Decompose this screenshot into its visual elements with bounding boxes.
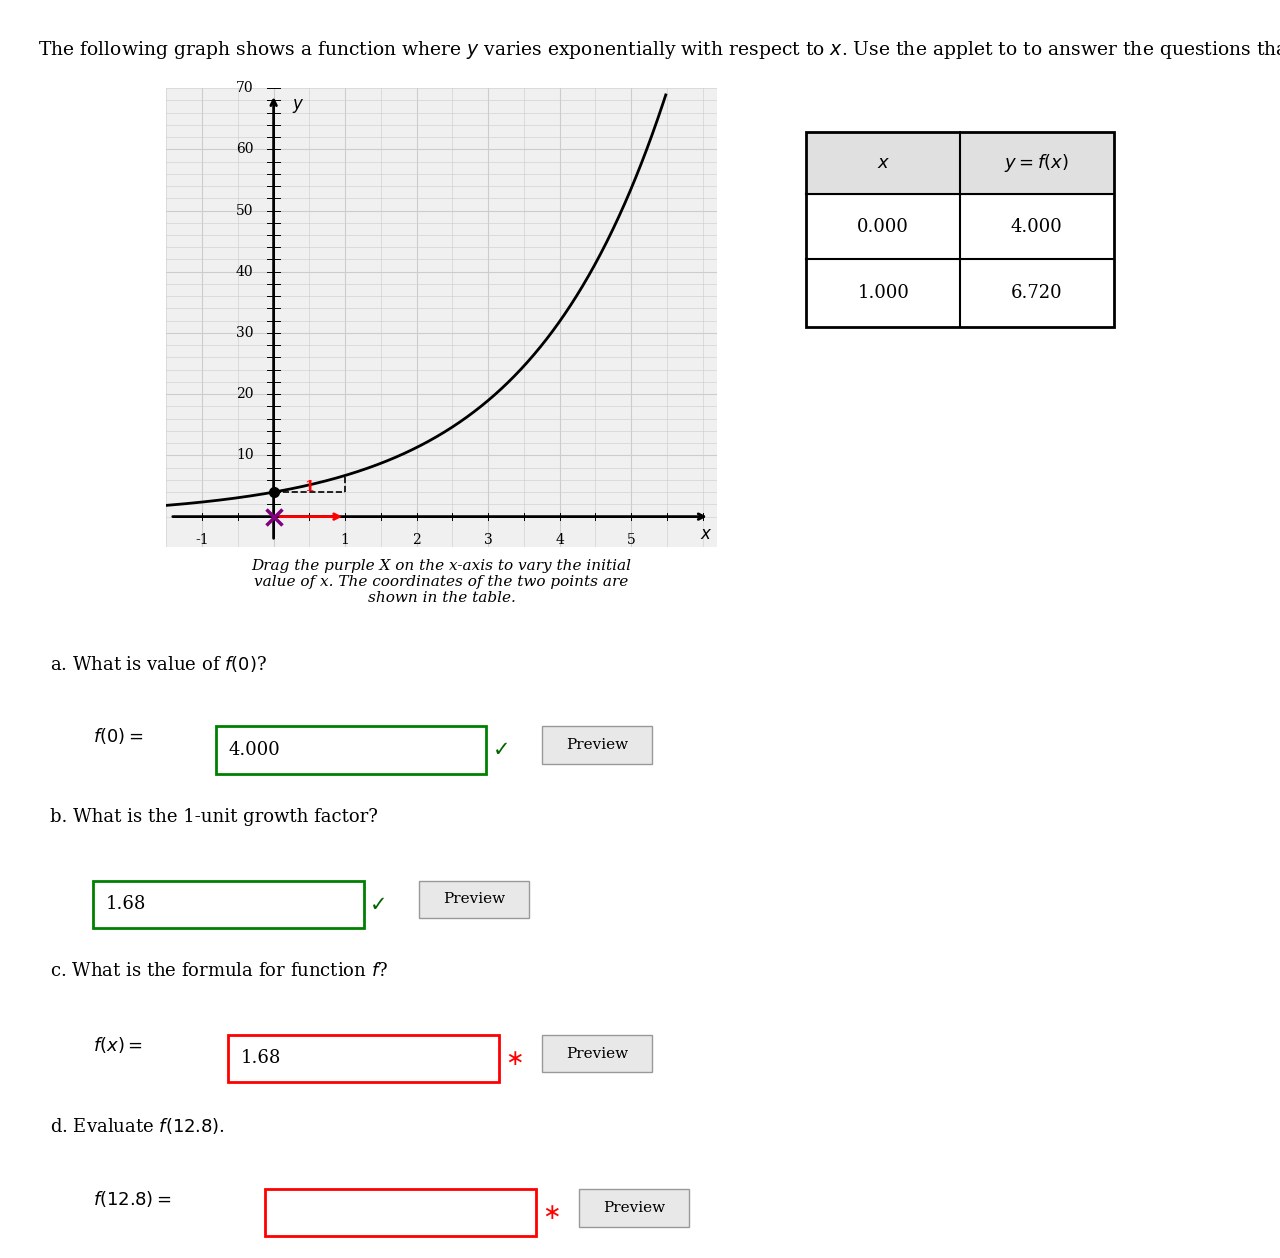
Text: 60: 60 <box>236 142 253 156</box>
Text: $x$: $x$ <box>877 155 890 172</box>
Text: ∗: ∗ <box>504 1049 524 1068</box>
Text: $y = f(x)$: $y = f(x)$ <box>1005 152 1069 175</box>
Text: The following graph shows a function where $y$ varies exponentially with respect: The following graph shows a function whe… <box>38 39 1280 62</box>
Text: 4.000: 4.000 <box>228 741 280 759</box>
Text: $f(0) =$: $f(0) =$ <box>93 726 143 746</box>
Text: Preview: Preview <box>566 738 628 752</box>
Text: Drag the purple X on the x-axis to vary the initial
value of x. The coordinates : Drag the purple X on the x-axis to vary … <box>252 559 631 605</box>
Text: 6.720: 6.720 <box>1011 284 1062 302</box>
Text: -1: -1 <box>196 533 209 547</box>
Text: b. What is the 1-unit growth factor?: b. What is the 1-unit growth factor? <box>50 809 378 827</box>
Text: Preview: Preview <box>443 892 506 907</box>
Text: a. What is value of $f(0)$?: a. What is value of $f(0)$? <box>50 654 268 674</box>
Text: 4.000: 4.000 <box>1011 218 1062 235</box>
Text: 1: 1 <box>340 533 349 547</box>
Text: $f(12.8) =$: $f(12.8) =$ <box>93 1189 172 1209</box>
Text: 10: 10 <box>236 448 253 463</box>
Bar <box>541 726 653 765</box>
Text: 1.000: 1.000 <box>858 284 909 302</box>
Text: 20: 20 <box>236 387 253 401</box>
Text: 4: 4 <box>556 533 564 547</box>
Bar <box>541 1034 653 1072</box>
Text: $y$: $y$ <box>292 97 305 116</box>
Text: 1.68: 1.68 <box>241 1049 282 1067</box>
Text: 1: 1 <box>305 479 314 493</box>
Bar <box>228 1034 499 1082</box>
Text: ∗: ∗ <box>541 1203 561 1223</box>
Text: 50: 50 <box>236 204 253 218</box>
Bar <box>579 1189 689 1227</box>
Text: d. Evaluate $f(12.8)$.: d. Evaluate $f(12.8)$. <box>50 1117 225 1136</box>
Text: $f(x) =$: $f(x) =$ <box>93 1034 143 1054</box>
Bar <box>93 881 364 928</box>
Text: ✓: ✓ <box>493 741 509 760</box>
Text: 1.68: 1.68 <box>105 896 146 913</box>
Text: c. What is the formula for function $f$?: c. What is the formula for function $f$? <box>50 962 388 980</box>
Bar <box>419 881 530 918</box>
Text: ✓: ✓ <box>370 894 387 915</box>
Bar <box>265 1189 535 1235</box>
Text: 2: 2 <box>412 533 421 547</box>
Text: 70: 70 <box>236 81 253 96</box>
Text: $x$: $x$ <box>700 527 712 543</box>
Text: 0.000: 0.000 <box>858 218 909 235</box>
Text: 40: 40 <box>236 264 253 279</box>
Text: 30: 30 <box>236 326 253 340</box>
Bar <box>216 726 486 774</box>
Text: Preview: Preview <box>603 1200 664 1215</box>
Text: 5: 5 <box>627 533 635 547</box>
Text: Preview: Preview <box>566 1047 628 1060</box>
Bar <box>806 132 1114 195</box>
Text: 3: 3 <box>484 533 493 547</box>
